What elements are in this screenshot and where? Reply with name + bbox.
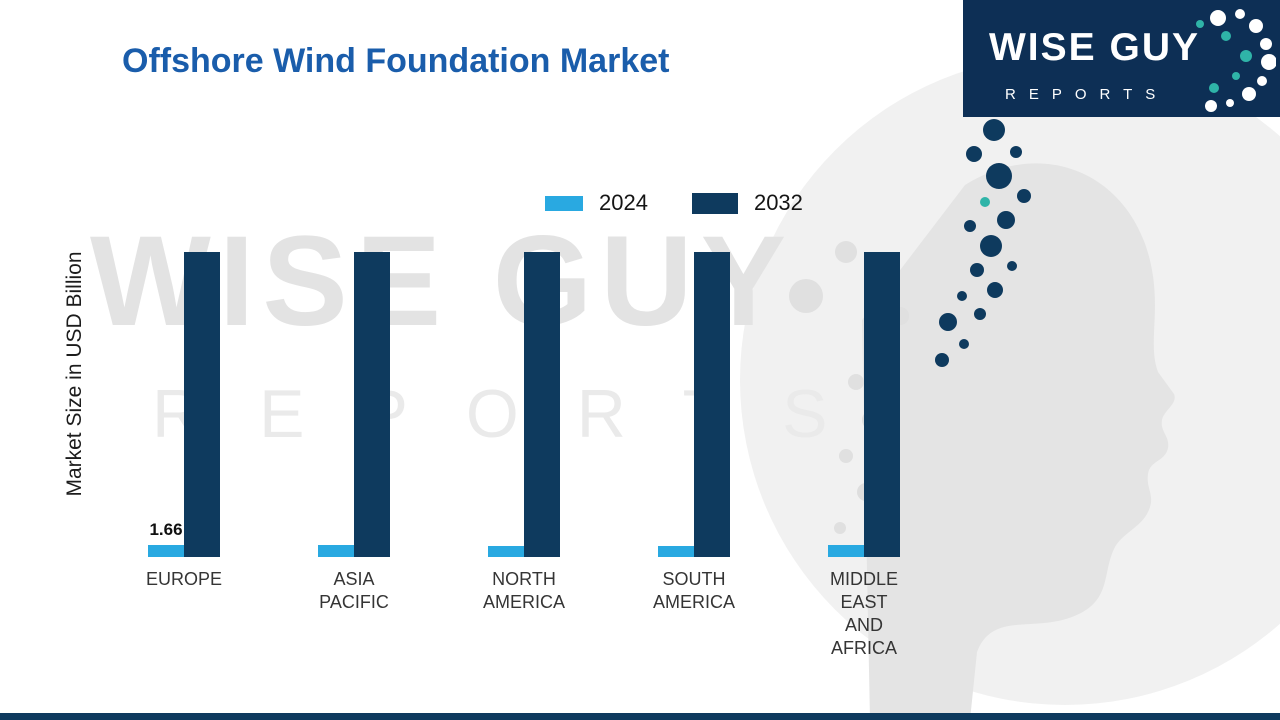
bar-value-label-2024-europe: 1.66 (149, 520, 183, 539)
legend-label-2032: 2032 (753, 190, 803, 215)
x-axis-label-line: SOUTH (662, 569, 726, 589)
bar-2024-south-america (658, 546, 694, 557)
x-axis-label-line: AFRICA (830, 638, 897, 658)
logo-face-dots-icon (1196, 9, 1276, 112)
bar-2032-north-america (524, 252, 560, 557)
logo: WISE GUY REPORTS (963, 0, 1280, 117)
logo-brand-subname: REPORTS (1005, 86, 1169, 103)
x-axis-label-line: MIDDLE (829, 569, 898, 589)
bottom-accent-bar (0, 713, 1280, 720)
bar-group-asia-pacific (318, 252, 390, 557)
bar-2024-north-america (488, 546, 524, 557)
x-axis-label-line: EAST (840, 592, 888, 612)
bar-2032-middle-east-and-africa (864, 252, 900, 557)
bar-plot-area: 1.66 (148, 252, 948, 557)
x-axis-label-north-america: NORTH AMERICA (443, 568, 605, 614)
bar-2024-europe (148, 545, 184, 557)
bar-group-middle-east-and-africa (828, 252, 900, 557)
x-axis-label-middle-east-and-africa: MIDDLE EAST AND AFRICA (783, 568, 945, 660)
x-axis-label-line: EUROPE (145, 569, 223, 589)
x-axis-labels: EUROPE ASIA PACIFIC NORTH AMERICA SOUTH AMERIC… (146, 568, 948, 678)
x-axis-label-line: AND (844, 615, 883, 635)
legend-item-2032: 2032 (691, 190, 803, 216)
chart-title: Offshore Wind Foundation Market (122, 42, 670, 80)
legend-swatch-2032 (691, 192, 738, 214)
bar-group-north-america (488, 252, 560, 557)
x-axis-label-south-america: SOUTH AMERICA (613, 568, 775, 614)
legend-swatch-2024 (545, 195, 583, 211)
legend: 2024 2032 (545, 190, 803, 216)
logo-brand-name: WISE GUY (989, 26, 1201, 69)
y-axis-label: Market Size in USD Billion (63, 251, 86, 497)
bar-group-south-america (658, 252, 730, 557)
x-axis-label-line: AMERICA (482, 592, 565, 612)
watermark-face-profile (862, 163, 1175, 720)
bar-group-europe: 1.66 (148, 252, 220, 557)
logo-dot-trail (935, 119, 1031, 367)
bar-2024-asia-pacific (318, 545, 354, 557)
x-axis-label-europe: EUROPE (103, 568, 265, 591)
bar-2024-middle-east-and-africa (828, 545, 864, 557)
x-axis-label-asia-pacific: ASIA PACIFIC (273, 568, 435, 614)
bar-2032-europe (184, 252, 220, 557)
x-axis-label-line: NORTH (492, 569, 556, 589)
legend-label-2024: 2024 (599, 190, 648, 215)
x-axis-label-line: PACIFIC (319, 592, 389, 612)
x-axis-label-line: ASIA (333, 569, 375, 589)
x-axis-label-line: AMERICA (652, 592, 735, 612)
bar-2032-asia-pacific (354, 252, 390, 557)
bar-2032-south-america (694, 252, 730, 557)
legend-item-2024: 2024 (545, 190, 648, 216)
